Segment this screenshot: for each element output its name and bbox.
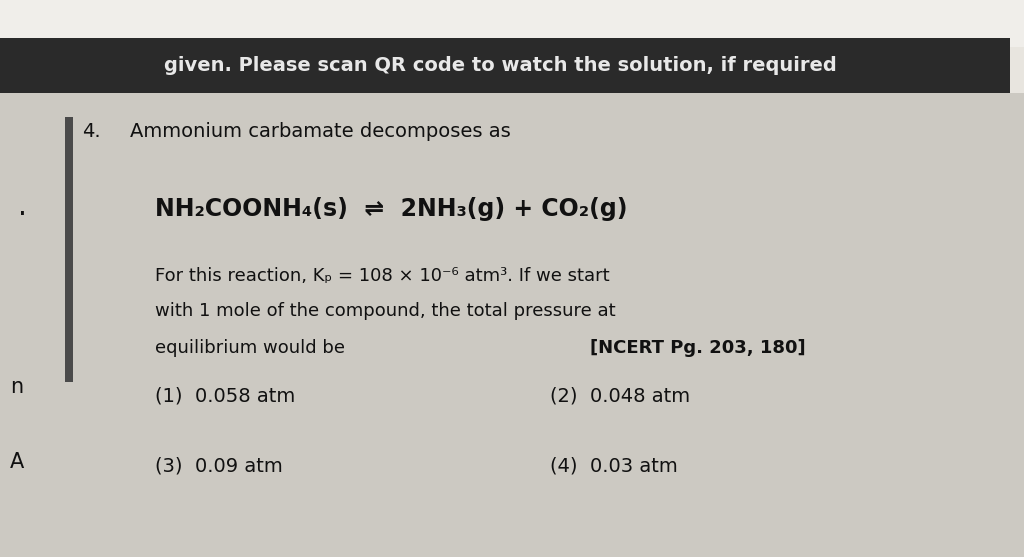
Text: A: A bbox=[10, 452, 25, 472]
Bar bbox=[65, 117, 73, 382]
Text: .: . bbox=[18, 193, 27, 221]
Text: For this reaction, Kₚ = 108 × 10⁻⁶ atm³. If we start: For this reaction, Kₚ = 108 × 10⁻⁶ atm³.… bbox=[155, 267, 609, 285]
Text: with 1 mole of the compound, the total pressure at: with 1 mole of the compound, the total p… bbox=[155, 302, 615, 320]
Text: given. Please scan QR code to watch the solution, if required: given. Please scan QR code to watch the … bbox=[164, 56, 837, 75]
Text: 4.: 4. bbox=[82, 122, 100, 141]
Text: NH₂COONH₄(s)  ⇌  2NH₃(g) + CO₂(g): NH₂COONH₄(s) ⇌ 2NH₃(g) + CO₂(g) bbox=[155, 197, 628, 221]
Bar bbox=[0, 0, 1024, 47]
Text: [NCERT Pg. 203, 180]: [NCERT Pg. 203, 180] bbox=[590, 339, 806, 357]
Text: (3)  0.09 atm: (3) 0.09 atm bbox=[155, 457, 283, 476]
Text: (2)  0.048 atm: (2) 0.048 atm bbox=[550, 387, 690, 406]
Bar bbox=[0, 38, 1010, 93]
Text: Ammonium carbamate decomposes as: Ammonium carbamate decomposes as bbox=[130, 122, 511, 141]
Text: equilibrium would be: equilibrium would be bbox=[155, 339, 345, 357]
Text: (4)  0.03 atm: (4) 0.03 atm bbox=[550, 457, 678, 476]
Text: (1)  0.058 atm: (1) 0.058 atm bbox=[155, 387, 295, 406]
Text: n: n bbox=[10, 377, 24, 397]
Bar bbox=[0, 93, 1024, 557]
